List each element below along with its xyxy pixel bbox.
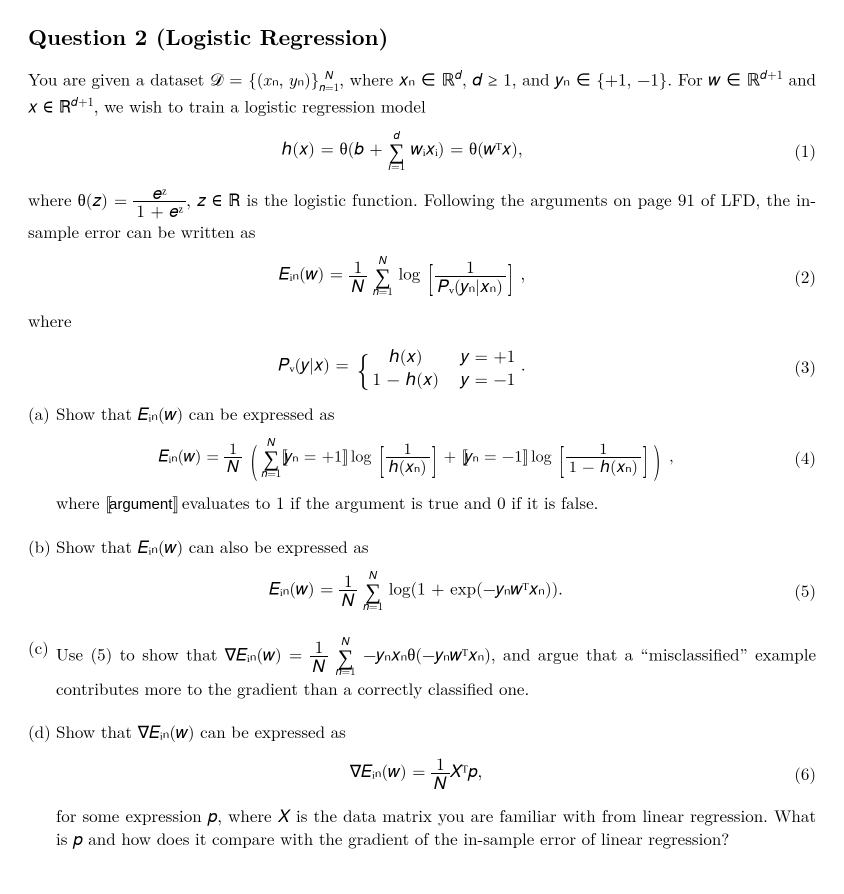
equation-5: 𝐸ᵢₙ(𝑤) = 1𝑁 𝑁∑𝑛=1 log(1 + exp(−𝑦ₙ𝑤ᵀ𝑥ₙ)).…: [56, 570, 816, 612]
eq5-sum-bot: 𝑛=1: [363, 601, 383, 612]
where-label: where: [28, 309, 816, 332]
eq4-number: (4): [776, 446, 816, 469]
eq4-tail: ,: [664, 443, 674, 466]
eq4-sum-bot: 𝑛=1: [261, 468, 281, 479]
item-d: (d) Show that ∇𝐸ᵢₙ(𝑤) can be expressed a…: [28, 720, 816, 858]
a-text2a: where: [56, 490, 105, 514]
eq6-body: 𝑋ᵀ𝑝,: [450, 758, 483, 782]
eq3-number: (3): [776, 355, 816, 378]
eq2-log: log: [393, 261, 426, 285]
equation-2: 𝐸ᵢₙ(𝑤) = 1𝑁 𝑁∑𝑛=1 log [1𝑃ᵥ(𝑦ₙ|𝑥ₙ)] , (2): [28, 255, 816, 297]
eq4-iver2: 𝑦ₙ = −1: [465, 443, 522, 466]
intro-sup-d: 𝑑: [455, 65, 462, 83]
item-a-label: (a): [28, 402, 56, 523]
eq1-sum-bot: 𝑖=1: [388, 161, 405, 172]
eq6-number: (6): [776, 762, 816, 785]
eq4-f1d: ℎ(𝑥ₙ): [386, 458, 430, 475]
item-d-text2: for some expression 𝑝, where 𝑋 is the da…: [56, 804, 816, 850]
theta-den: 1 + 𝑒ᶻ: [133, 202, 186, 220]
eq2-N: 𝑁: [349, 277, 367, 295]
eq2-sum-bot: 𝑛=1: [373, 286, 393, 297]
eq3-c2b: 𝑦 = −1: [461, 367, 515, 390]
intro-paragraph: You are given a dataset 𝒟 = {(𝑥ₙ, 𝑦ₙ)}𝑁𝑛…: [28, 66, 816, 118]
eq6-1N-den: 𝑁: [431, 774, 449, 792]
item-b-label: (b): [28, 535, 56, 624]
item-c-text: Use (5) to show that ∇𝐸ᵢₙ(𝑤) = 1𝑁 𝑁∑𝑛=1 …: [56, 636, 816, 701]
item-a-text1: Show that 𝐸ᵢₙ(𝑤) can be expressed as: [56, 402, 816, 425]
eq6-lhs: ∇𝐸ᵢₙ(𝑤) =: [350, 758, 431, 782]
eq4-iver1: 𝑦ₙ = +1: [285, 443, 342, 466]
eq1-number: (1): [776, 139, 816, 162]
item-c-label: (c): [28, 636, 56, 709]
eq4-plus: +: [438, 443, 461, 466]
c-1N-den: 𝑁: [310, 657, 328, 675]
eq4-lhs: 𝐸ᵢₙ(𝑤) =: [158, 443, 224, 466]
equation-3: 𝑃ᵥ(𝑦|𝑥) = { ℎ(𝑥)𝑦 = +1 1 − ℎ(𝑥)𝑦 = −1 . …: [28, 344, 816, 390]
eq4-log2: log: [526, 443, 557, 466]
item-c: (c) Use (5) to show that ∇𝐸ᵢₙ(𝑤) = 1𝑁 𝑁∑…: [28, 636, 816, 709]
intro-text: You are given a dataset 𝒟 = {(𝑥ₙ, 𝑦ₙ)}: [28, 66, 319, 90]
item-a-text2: where ⟦argument⟧ evaluates to 1 if the a…: [56, 491, 816, 515]
eq3-c1b: 𝑦 = +1: [461, 344, 515, 367]
c-text1: Use (5) to show that ∇𝐸ᵢₙ(𝑤) =: [56, 641, 310, 665]
intro-sup-d1b: 𝑑+1: [71, 92, 94, 110]
eq4-log1: log: [346, 443, 377, 466]
eq2-tail: ,: [515, 261, 525, 285]
eq3-c2a: 1 − ℎ(𝑥): [372, 367, 439, 390]
eq3-lhs: 𝑃ᵥ(𝑦|𝑥) =: [278, 352, 354, 376]
equation-6: ∇𝐸ᵢₙ(𝑤) = 1𝑁𝑋ᵀ𝑝, (6): [56, 755, 816, 792]
theta-paragraph: where θ(𝑧) = 𝑒ᶻ1 + 𝑒ᶻ, 𝑧 ∈ ℝ is the logi…: [28, 184, 816, 244]
question-title: Question 2 (Logistic Regression): [28, 22, 816, 52]
eq2-lhs: 𝐸ᵢₙ(𝑤) =: [279, 261, 349, 285]
intro-sup-d1: 𝑑+1: [760, 65, 783, 83]
eq5-lhs: 𝐸ᵢₙ(𝑤) =: [269, 575, 339, 599]
item-d-text1: Show that ∇𝐸ᵢₙ(𝑤) can be expressed as: [56, 720, 816, 743]
eq4-f2d: 1 − ℎ(𝑥ₙ): [566, 458, 641, 475]
equation-4: 𝐸ᵢₙ(𝑤) = 1𝑁 (𝑁∑𝑛=1⟦𝑦ₙ = +1⟧ log [1ℎ(𝑥ₙ)]…: [56, 437, 816, 479]
eq4-1N-den: 𝑁: [224, 458, 242, 475]
eq1-mid: 𝑤ᵢ𝑥ᵢ) = θ(𝑤ᵀ𝑥),: [405, 135, 522, 159]
eq3-c1a: ℎ(𝑥): [372, 344, 439, 367]
eq5-body: log(1 + exp(−𝑦ₙ𝑤ᵀ𝑥ₙ)).: [383, 575, 563, 599]
intro-text: , where 𝑥ₙ ∈ ℝ: [339, 66, 455, 90]
item-a: (a) Show that 𝐸ᵢₙ(𝑤) can be expressed as…: [28, 402, 816, 523]
eq5-1N-den: 𝑁: [339, 591, 357, 609]
item-b: (b) Show that 𝐸ᵢₙ(𝑤) can also be express…: [28, 535, 816, 624]
theta-a: where θ(𝑧) =: [28, 187, 133, 211]
a-text2e: evaluates to 1 if the argument is true a…: [176, 490, 598, 514]
item-b-text1: Show that 𝐸ᵢₙ(𝑤) can also be expressed a…: [56, 535, 816, 558]
item-d-label: (d): [28, 720, 56, 858]
eq2-number: (2): [776, 265, 816, 288]
eq5-number: (5): [776, 579, 816, 602]
eq1-lhs: ℎ(𝑥) = θ(𝑏 +: [281, 135, 388, 159]
eq3-tail: .: [515, 352, 525, 376]
equation-1: ℎ(𝑥) = θ(𝑏 + 𝑑∑𝑖=1 𝑤ᵢ𝑥ᵢ) = θ(𝑤ᵀ𝑥), (1): [28, 130, 816, 172]
intro-text: , 𝑑 ≥ 1, and 𝑦ₙ ∈ {+1, −1}. For 𝑤 ∈ ℝ: [462, 66, 760, 90]
argument-word: argument: [109, 496, 172, 513]
intro-sub-n1: 𝑛=1: [319, 82, 339, 94]
eq2-inner-P: 𝑃ᵥ(𝑦ₙ|𝑥ₙ): [435, 277, 506, 295]
intro-text: , we wish to train a logistic regression…: [94, 94, 426, 118]
